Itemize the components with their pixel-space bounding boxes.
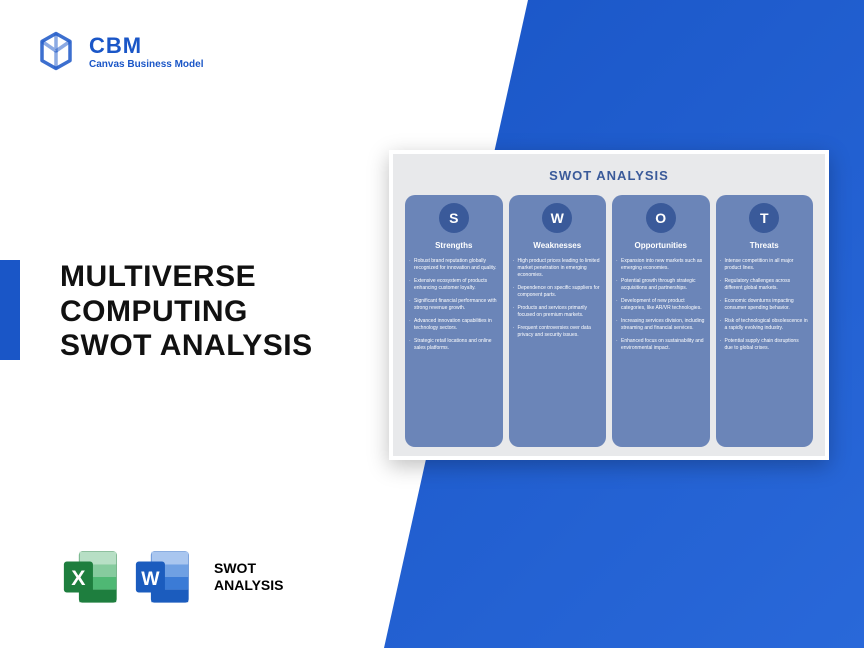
swot-letter: O bbox=[646, 203, 676, 233]
swot-item: High product prices leading to limited m… bbox=[514, 258, 602, 279]
swot-item: Potential growth through strategic acqui… bbox=[617, 278, 705, 292]
swot-item: Strategic retail locations and online sa… bbox=[410, 338, 498, 352]
swot-items-strengths: Robust brand reputation globally recogni… bbox=[410, 258, 498, 358]
swot-items-weaknesses: High product prices leading to limited m… bbox=[514, 258, 602, 345]
swot-letter: T bbox=[749, 203, 779, 233]
swot-heading: Threats bbox=[750, 241, 779, 250]
svg-text:X: X bbox=[71, 566, 86, 590]
logo-subtitle: Canvas Business Model bbox=[89, 59, 203, 70]
swot-items-threats: Intense competition in all major product… bbox=[721, 258, 809, 358]
logo-title: CBM bbox=[89, 33, 203, 59]
swot-col-weaknesses: W Weaknesses High product prices leading… bbox=[509, 195, 607, 447]
swot-item: Expansion into new markets such as emerg… bbox=[617, 258, 705, 272]
swot-card: SWOT ANALYSIS S Strengths Robust brand r… bbox=[389, 150, 829, 460]
swot-item: Significant financial performance with s… bbox=[410, 298, 498, 312]
swot-item: Potential supply chain disruptions due t… bbox=[721, 338, 809, 352]
main-title: MULTIVERSECOMPUTINGSWOT ANALYSIS bbox=[60, 260, 313, 364]
svg-text:W: W bbox=[141, 568, 160, 590]
swot-item: Dependence on specific suppliers for com… bbox=[514, 285, 602, 299]
swot-item: Robust brand reputation globally recogni… bbox=[410, 258, 498, 272]
swot-items-opportunities: Expansion into new markets such as emerg… bbox=[617, 258, 705, 358]
swot-col-opportunities: O Opportunities Expansion into new marke… bbox=[612, 195, 710, 447]
swot-item: Risk of technological obsolescence in a … bbox=[721, 318, 809, 332]
swot-item: Products and services primarily focused … bbox=[514, 305, 602, 319]
excel-icon: X bbox=[60, 546, 122, 608]
swot-col-threats: T Threats Intense competition in all maj… bbox=[716, 195, 814, 447]
swot-item: Regulatory challenges across different g… bbox=[721, 278, 809, 292]
swot-card-title: SWOT ANALYSIS bbox=[405, 168, 813, 183]
word-icon: W bbox=[132, 546, 194, 608]
swot-col-strengths: S Strengths Robust brand reputation glob… bbox=[405, 195, 503, 447]
accent-tab bbox=[0, 260, 20, 360]
header: CBM Canvas Business Model bbox=[35, 30, 203, 72]
swot-heading: Weaknesses bbox=[533, 241, 581, 250]
swot-item: Increasing services division, including … bbox=[617, 318, 705, 332]
swot-item: Enhanced focus on sustainability and env… bbox=[617, 338, 705, 352]
logo-text: CBM Canvas Business Model bbox=[89, 33, 203, 70]
swot-item: Frequent controversies over data privacy… bbox=[514, 325, 602, 339]
bottom-label: SWOT ANALYSIS bbox=[214, 560, 284, 594]
swot-letter: S bbox=[439, 203, 469, 233]
swot-item: Development of new product categories, l… bbox=[617, 298, 705, 312]
swot-item: Economic downturns impacting consumer sp… bbox=[721, 298, 809, 312]
swot-heading: Opportunities bbox=[635, 241, 687, 250]
bottom-icons: X W SWOT ANALYSIS bbox=[60, 546, 284, 608]
swot-item: Intense competition in all major product… bbox=[721, 258, 809, 272]
swot-heading: Strengths bbox=[435, 241, 472, 250]
swot-grid: S Strengths Robust brand reputation glob… bbox=[405, 195, 813, 447]
cbm-logo-icon bbox=[35, 30, 77, 72]
swot-item: Extensive ecosystem of products enhancin… bbox=[410, 278, 498, 292]
swot-item: Advanced innovation capabilities in tech… bbox=[410, 318, 498, 332]
swot-letter: W bbox=[542, 203, 572, 233]
